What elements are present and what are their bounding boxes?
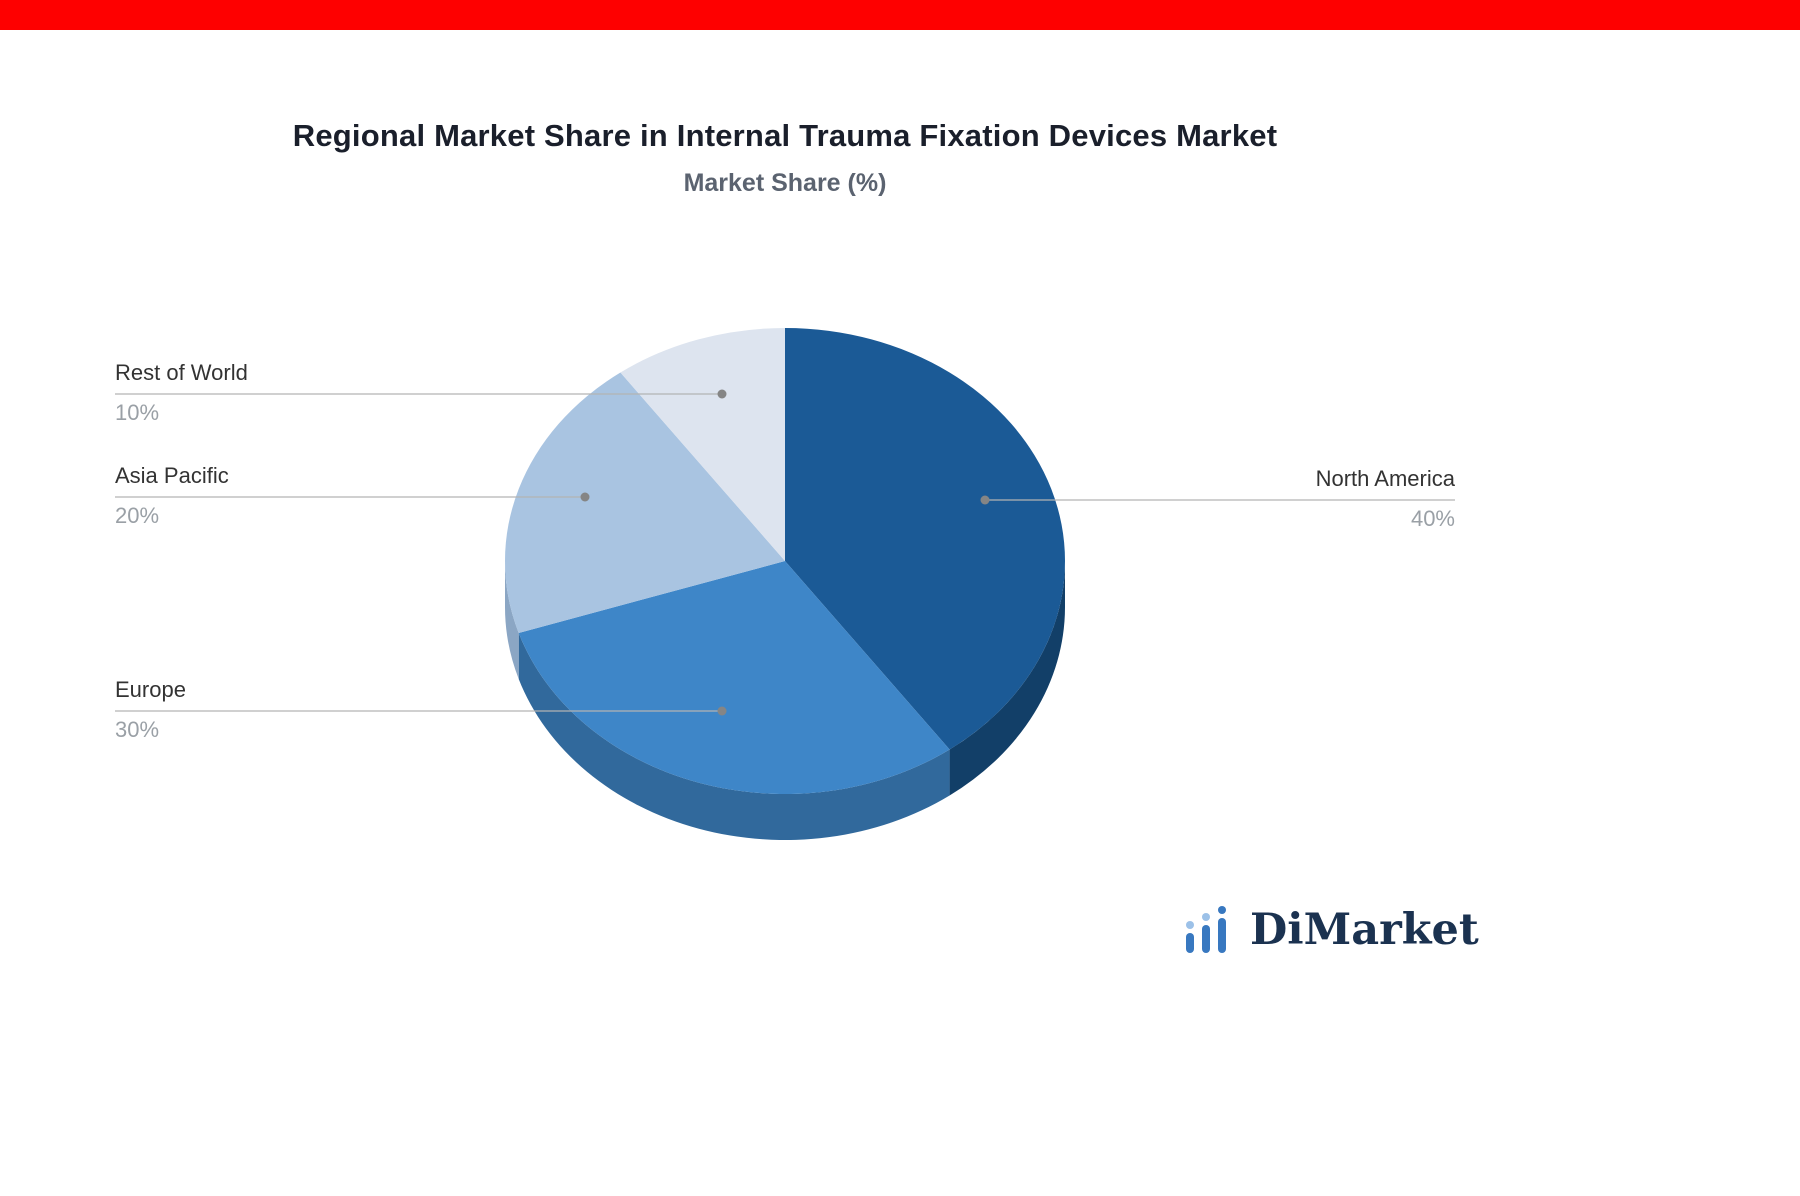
bar-chart-dots-icon	[1186, 906, 1226, 953]
logo-text: DiMarket	[1250, 904, 1479, 955]
slice-value-north-america: 40%	[1410, 506, 1455, 531]
slice-label-europe: Europe	[115, 677, 186, 702]
slice-label-asia-pacific: Asia Pacific	[115, 463, 229, 488]
slice-label-rest-of-world: Rest of World	[115, 360, 248, 385]
callout-rest-of-world: Rest of World 10%	[115, 360, 248, 426]
callout-europe: Europe 30%	[115, 677, 186, 743]
slice-label-north-america: North America	[1315, 466, 1455, 491]
chart-title: Regional Market Share in Internal Trauma…	[292, 118, 1278, 153]
slice-value-asia-pacific: 20%	[115, 503, 160, 528]
callout-asia-pacific: Asia Pacific 20%	[115, 463, 229, 529]
callout-north-america: North America 40%	[1316, 466, 1455, 532]
top-accent-bar	[0, 0, 1800, 30]
slice-value-europe: 30%	[115, 717, 160, 742]
slice-value-rest-of-world: 10%	[115, 400, 160, 425]
chart-subtitle: Market Share (%)	[683, 169, 887, 197]
dimarket-logo: DiMarket	[1183, 905, 1479, 955]
